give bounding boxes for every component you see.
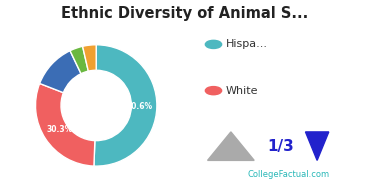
- Wedge shape: [36, 83, 95, 166]
- Text: Hispa...: Hispa...: [226, 39, 268, 49]
- Polygon shape: [306, 132, 329, 160]
- Wedge shape: [94, 45, 157, 166]
- Text: 1/3: 1/3: [267, 139, 294, 154]
- Text: White: White: [226, 86, 258, 96]
- Wedge shape: [83, 45, 96, 71]
- Text: 50.6%: 50.6%: [127, 102, 153, 111]
- Wedge shape: [40, 51, 81, 93]
- Text: Ethnic Diversity of Animal S...: Ethnic Diversity of Animal S...: [61, 6, 309, 21]
- Polygon shape: [208, 132, 254, 160]
- Wedge shape: [70, 46, 88, 74]
- Text: 30.3%: 30.3%: [47, 125, 73, 134]
- Text: CollegeFactual.com: CollegeFactual.com: [248, 170, 330, 179]
